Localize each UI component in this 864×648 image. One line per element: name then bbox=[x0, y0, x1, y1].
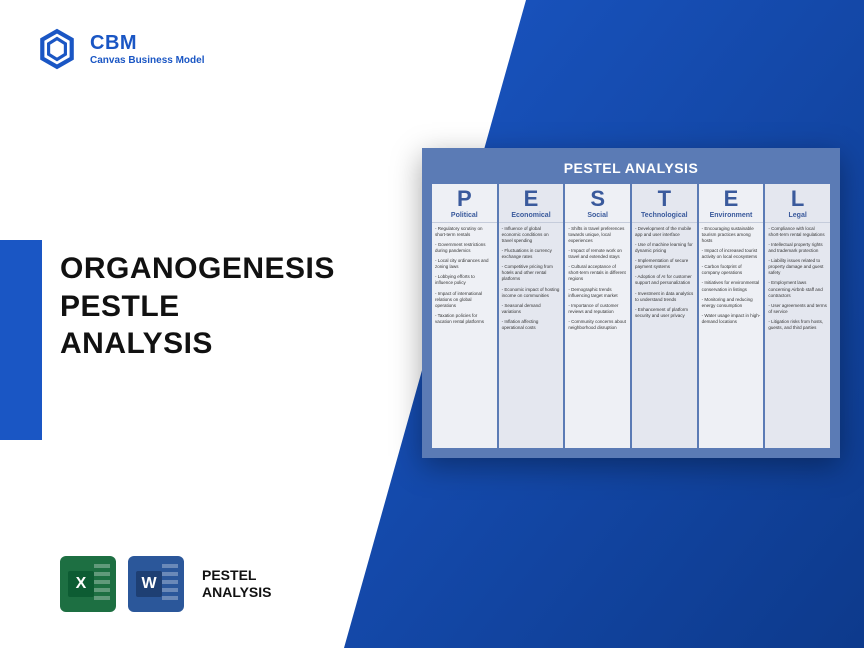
pestel-item: Taxation policies for vacation rental pl… bbox=[435, 313, 494, 325]
pestel-item: Encouraging sustainable tourism practice… bbox=[702, 226, 761, 244]
pestel-item: Demographic trends influencing target ma… bbox=[568, 287, 627, 299]
bottom-icons-area: PESTELANALYSIS bbox=[60, 556, 272, 612]
pestel-column-name: Technological bbox=[632, 212, 697, 223]
pestel-letter: T bbox=[632, 184, 697, 212]
pestel-item: Carbon footprint of company operations bbox=[702, 264, 761, 276]
logo-area: CBM Canvas Business Model bbox=[36, 28, 204, 70]
pestel-item: Monitoring and reducing energy consumpti… bbox=[702, 297, 761, 309]
pestel-items: Encouraging sustainable tourism practice… bbox=[699, 223, 764, 332]
pestel-item: Impact of remote work on travel and exte… bbox=[568, 248, 627, 260]
pestel-item: Investment in data analytics to understa… bbox=[635, 291, 694, 303]
pestel-letter: S bbox=[565, 184, 630, 212]
pestel-item: Cultural acceptance of short-term rental… bbox=[568, 264, 627, 282]
pestel-item: Enhancement of platform security and use… bbox=[635, 307, 694, 319]
pestel-items: Compliance with local short-term rental … bbox=[765, 223, 830, 338]
pestel-column-technological: TTechnological Development of the mobile … bbox=[632, 184, 697, 448]
logo-title: CBM bbox=[90, 32, 204, 55]
pestel-items: Influence of global economic conditions … bbox=[499, 223, 564, 338]
pestel-item: Initiatives for environmental conservati… bbox=[702, 280, 761, 292]
pestel-item: Government restrictions during pandemics bbox=[435, 242, 494, 254]
pestel-items: Shifts in travel preferences towards uni… bbox=[565, 223, 630, 338]
pestel-item: Economic impact of hosting income on com… bbox=[502, 287, 561, 299]
bottom-label: PESTELANALYSIS bbox=[202, 567, 272, 601]
pestel-item: Influence of global economic conditions … bbox=[502, 226, 561, 244]
pestel-item: Compliance with local short-term rental … bbox=[768, 226, 827, 238]
logo-subtitle: Canvas Business Model bbox=[90, 55, 204, 66]
pestel-item: Implementation of secure payment systems bbox=[635, 258, 694, 270]
pestel-item: Use of machine learning for dynamic pric… bbox=[635, 242, 694, 254]
pestel-item: Regulatory scrutiny on short-term rental… bbox=[435, 226, 494, 238]
pestel-column-name: Legal bbox=[765, 212, 830, 223]
pestel-item: Development of the mobile app and user i… bbox=[635, 226, 694, 238]
pestel-item: User agreements and terms of service bbox=[768, 303, 827, 315]
pestel-item: Adoption of AI for customer support and … bbox=[635, 274, 694, 286]
pestel-card: PESTEL ANALYSIS PPolitical Regulatory scr… bbox=[422, 148, 840, 458]
pestel-letter: E bbox=[499, 184, 564, 212]
pestel-item: Impact of international relations on glo… bbox=[435, 291, 494, 309]
pestel-item: Impact of increased tourist activity on … bbox=[702, 248, 761, 260]
pestel-item: Importance of customer reviews and reput… bbox=[568, 303, 627, 315]
pestel-item: Local city ordinances and zoning laws bbox=[435, 258, 494, 270]
pestel-column-social: SSocial Shifts in travel preferences towa… bbox=[565, 184, 630, 448]
pestel-letter: P bbox=[432, 184, 497, 212]
pestel-column-political: PPolitical Regulatory scrutiny on short-t… bbox=[432, 184, 497, 448]
pestel-column-name: Social bbox=[565, 212, 630, 223]
pestel-column-name: Economical bbox=[499, 212, 564, 223]
pestel-item: Litigation risks from hosts, guests, and… bbox=[768, 319, 827, 331]
pestel-card-title: PESTEL ANALYSIS bbox=[432, 160, 830, 176]
pestel-item: Intellectual property rights and tradema… bbox=[768, 242, 827, 254]
pestel-item: Seasonal demand variations bbox=[502, 303, 561, 315]
pestel-item: Fluctuations in currency exchange rates bbox=[502, 248, 561, 260]
pestel-letter: E bbox=[699, 184, 764, 212]
pestel-item: Shifts in travel preferences towards uni… bbox=[568, 226, 627, 244]
pestel-item: Liability issues related to property dam… bbox=[768, 258, 827, 276]
word-icon bbox=[128, 556, 184, 612]
pestel-column-name: Environment bbox=[699, 212, 764, 223]
pestel-letter: L bbox=[765, 184, 830, 212]
pestel-item: Water usage impact in high-demand locati… bbox=[702, 313, 761, 325]
main-title: ORGANOGENESISPESTLEANALYSIS bbox=[60, 250, 335, 363]
pestel-grid: PPolitical Regulatory scrutiny on short-t… bbox=[432, 184, 830, 448]
pestel-column-economical: EEconomical Influence of global economic … bbox=[499, 184, 564, 448]
pestel-column-environment: EEnvironment Encouraging sustainable tour… bbox=[699, 184, 764, 448]
blue-accent-block bbox=[0, 240, 42, 440]
pestel-item: Inflation affecting operational costs bbox=[502, 319, 561, 331]
pestel-column-legal: LLegal Compliance with local short-term r… bbox=[765, 184, 830, 448]
pestel-column-name: Political bbox=[432, 212, 497, 223]
pestel-items: Development of the mobile app and user i… bbox=[632, 223, 697, 326]
pestel-items: Regulatory scrutiny on short-term rental… bbox=[432, 223, 497, 332]
cbm-logo-icon bbox=[36, 28, 78, 70]
pestel-item: Community concerns about neighborhood di… bbox=[568, 319, 627, 331]
pestel-item: Competitive pricing from hotels and othe… bbox=[502, 264, 561, 282]
pestel-item: Lobbying efforts to influence policy bbox=[435, 274, 494, 286]
pestel-item: Employment laws concerning Airbnb staff … bbox=[768, 280, 827, 298]
excel-icon bbox=[60, 556, 116, 612]
